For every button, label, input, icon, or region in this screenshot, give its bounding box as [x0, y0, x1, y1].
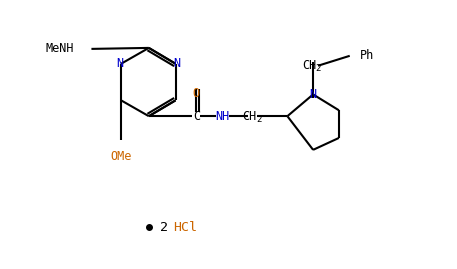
- Text: CH: CH: [302, 59, 316, 72]
- Text: HCl: HCl: [174, 221, 197, 233]
- Text: OMe: OMe: [111, 150, 132, 163]
- Text: NH: NH: [215, 110, 229, 123]
- Text: 2: 2: [315, 64, 321, 73]
- Text: Ph: Ph: [360, 49, 374, 62]
- Text: O: O: [193, 87, 200, 100]
- Text: N: N: [173, 57, 180, 70]
- Text: C: C: [193, 110, 200, 123]
- Text: N: N: [117, 57, 124, 70]
- Text: 2: 2: [159, 221, 168, 233]
- Text: MeNH: MeNH: [45, 43, 74, 55]
- Text: 2: 2: [256, 115, 261, 124]
- Text: N: N: [309, 88, 317, 101]
- Text: CH: CH: [243, 110, 257, 123]
